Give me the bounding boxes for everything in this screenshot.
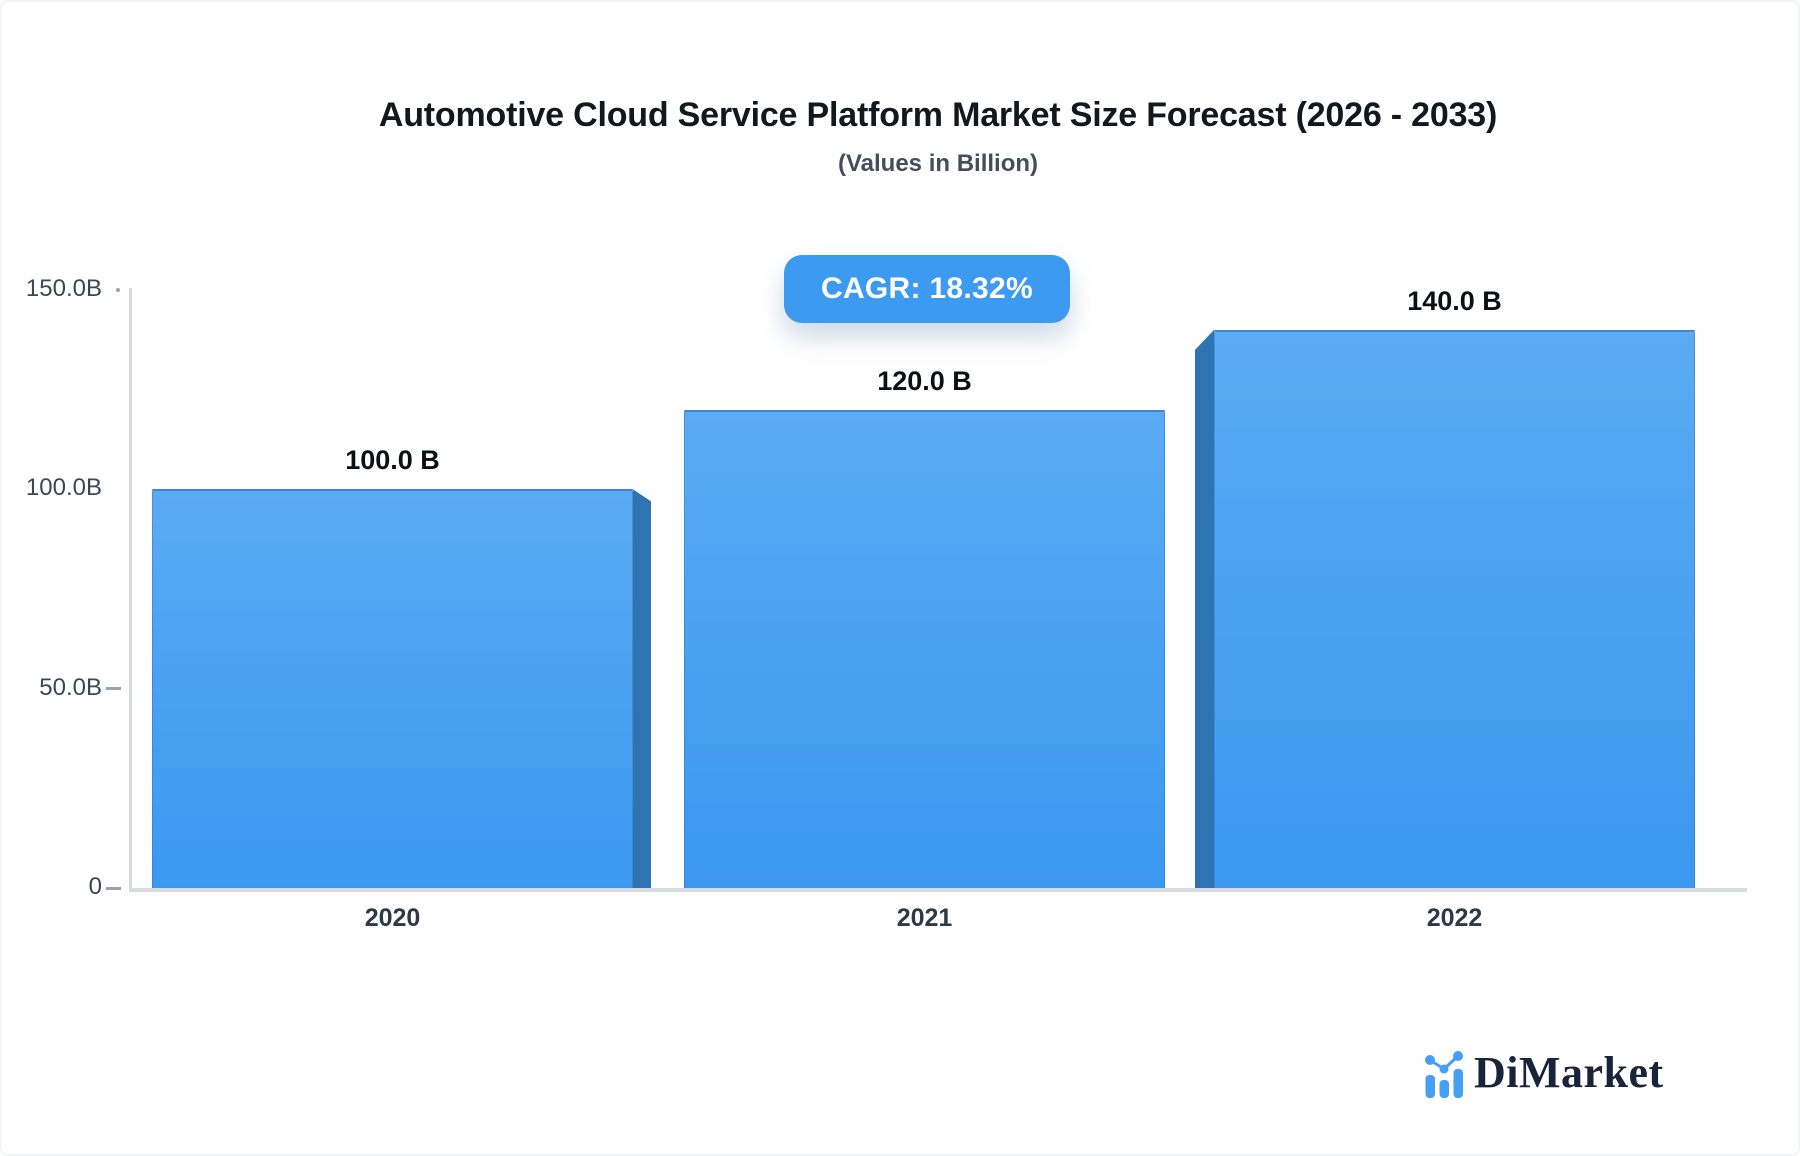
y-tick-mark [106,886,121,890]
dimarket-logo-text: DiMarket [1474,1048,1664,1097]
x-tick-label: 2022 [1426,904,1483,932]
y-tick-label: 100.0B [25,474,102,502]
bar-line-chart-icon [1425,1051,1463,1098]
chart-subtitle: (Values in Billion) [837,150,1039,177]
x-axis-line [129,888,1747,892]
bar-value-label: 120.0 B [877,365,972,396]
bar-value-label: 140.0 B [1407,285,1502,316]
bar [1214,329,1695,888]
bar-side-face [1195,329,1214,888]
cagr-badge-label: CAGR: 18.32% [820,272,1033,305]
bar-side-face [633,489,651,888]
bar [152,489,633,888]
y-tick-mark [116,288,120,292]
y-axis-line [129,288,132,890]
cagr-badge: CAGR: 18.32% [784,255,1070,323]
chart-title: Automotive Cloud Service Platform Market… [378,96,1498,134]
x-tick-label: 2020 [364,904,421,932]
y-tick-mark [106,687,121,691]
y-tick-label: 0 [88,873,102,900]
x-tick-label: 2021 [896,904,953,932]
y-tick-label: 150.0B [25,275,102,302]
bar-value-label: 100.0 B [345,445,440,476]
y-tick-label: 50.0B [39,673,102,701]
bar [684,409,1165,888]
dimarket-logo: DiMarket [1425,1042,1664,1098]
